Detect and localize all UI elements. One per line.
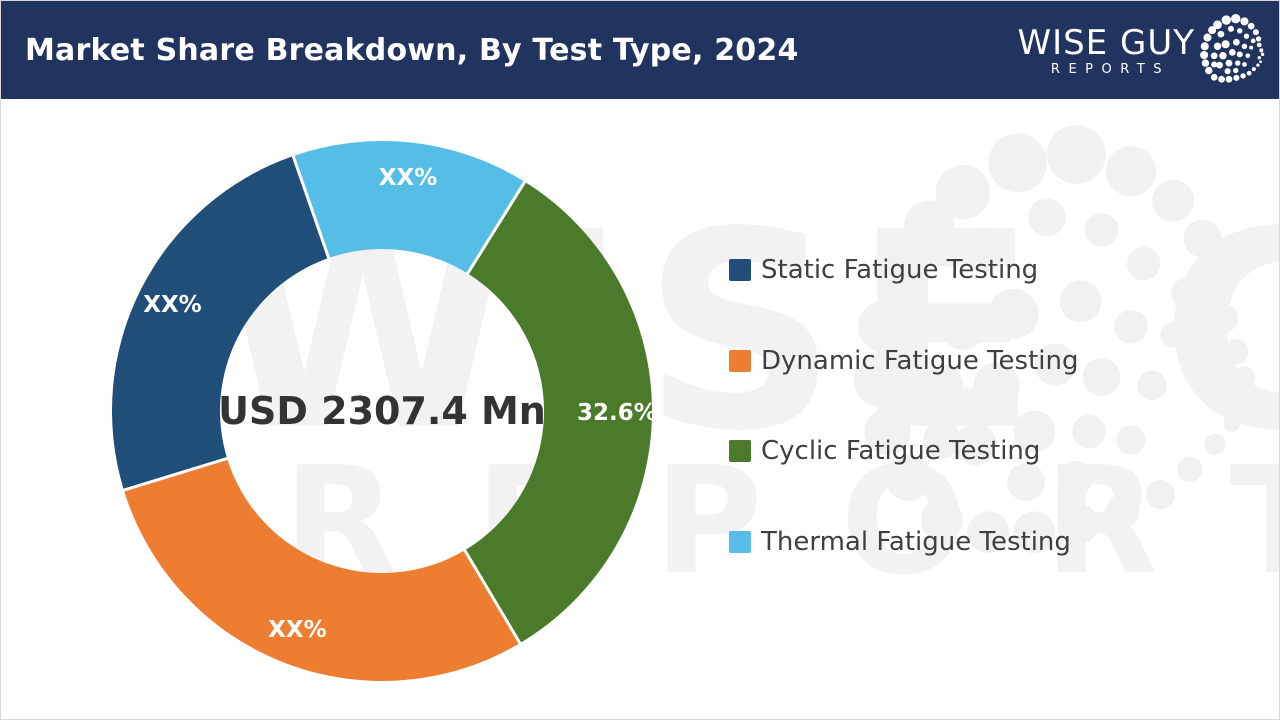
slice-separator [122, 456, 229, 492]
legend-item-dynamic-fatigue-testing: Dynamic Fatigue Testing [729, 345, 1079, 376]
slice-percentage-label: XX% [378, 164, 438, 191]
logo-head-icon [1197, 14, 1265, 88]
logo-subtitle: REPORTS [1050, 62, 1171, 77]
page-title: Market Share Breakdown, By Test Type, 20… [25, 32, 799, 68]
donut-chart-svg [111, 141, 652, 682]
legend-label: Dynamic Fatigue Testing [761, 345, 1079, 376]
header-bar: Market Share Breakdown, By Test Type, 20… [1, 1, 1279, 99]
chart-center-value: USD 2307.4 Mn [218, 389, 546, 433]
legend-item-cyclic-fatigue-testing: Cyclic Fatigue Testing [729, 437, 1079, 466]
legend-item-static-fatigue-testing: Static Fatigue Testing [729, 256, 1079, 285]
legend-swatch-dynamic [729, 349, 751, 372]
slice-separator [291, 154, 331, 260]
slice-separator [462, 548, 522, 645]
legend-swatch-cyclic [729, 440, 751, 463]
donut-slice-1 [123, 458, 520, 682]
slice-separator [465, 180, 527, 276]
slice-percentage-label: 32.6% [576, 400, 657, 427]
legend-label: Thermal Fatigue Testing [761, 526, 1071, 557]
donut-slice-3 [293, 141, 525, 274]
donut-slice-0 [111, 156, 329, 491]
legend-label: Cyclic Fatigue Testing [761, 436, 1041, 467]
legend-swatch-static [729, 259, 751, 282]
donut-chart: USD 2307.4 Mn XX% XX% 32.6% XX% [108, 137, 657, 685]
logo-text: WISE GUY REPORTS [1017, 26, 1195, 76]
wise-guy-reports-logo: WISE GUY REPORTS [1017, 9, 1265, 93]
slice-percentage-label: XX% [143, 291, 202, 318]
donut-slice-2 [464, 181, 652, 644]
logo-wordmark: WISE GUY [1017, 23, 1195, 63]
legend-swatch-thermal [729, 531, 751, 554]
slice-percentage-label: XX% [268, 617, 327, 644]
legend-label: Static Fatigue Testing [761, 255, 1039, 285]
chart-legend: Static Fatigue Testing Dynamic Fatigue T… [729, 256, 1079, 556]
legend-item-thermal-fatigue-testing: Thermal Fatigue Testing [729, 528, 1079, 557]
